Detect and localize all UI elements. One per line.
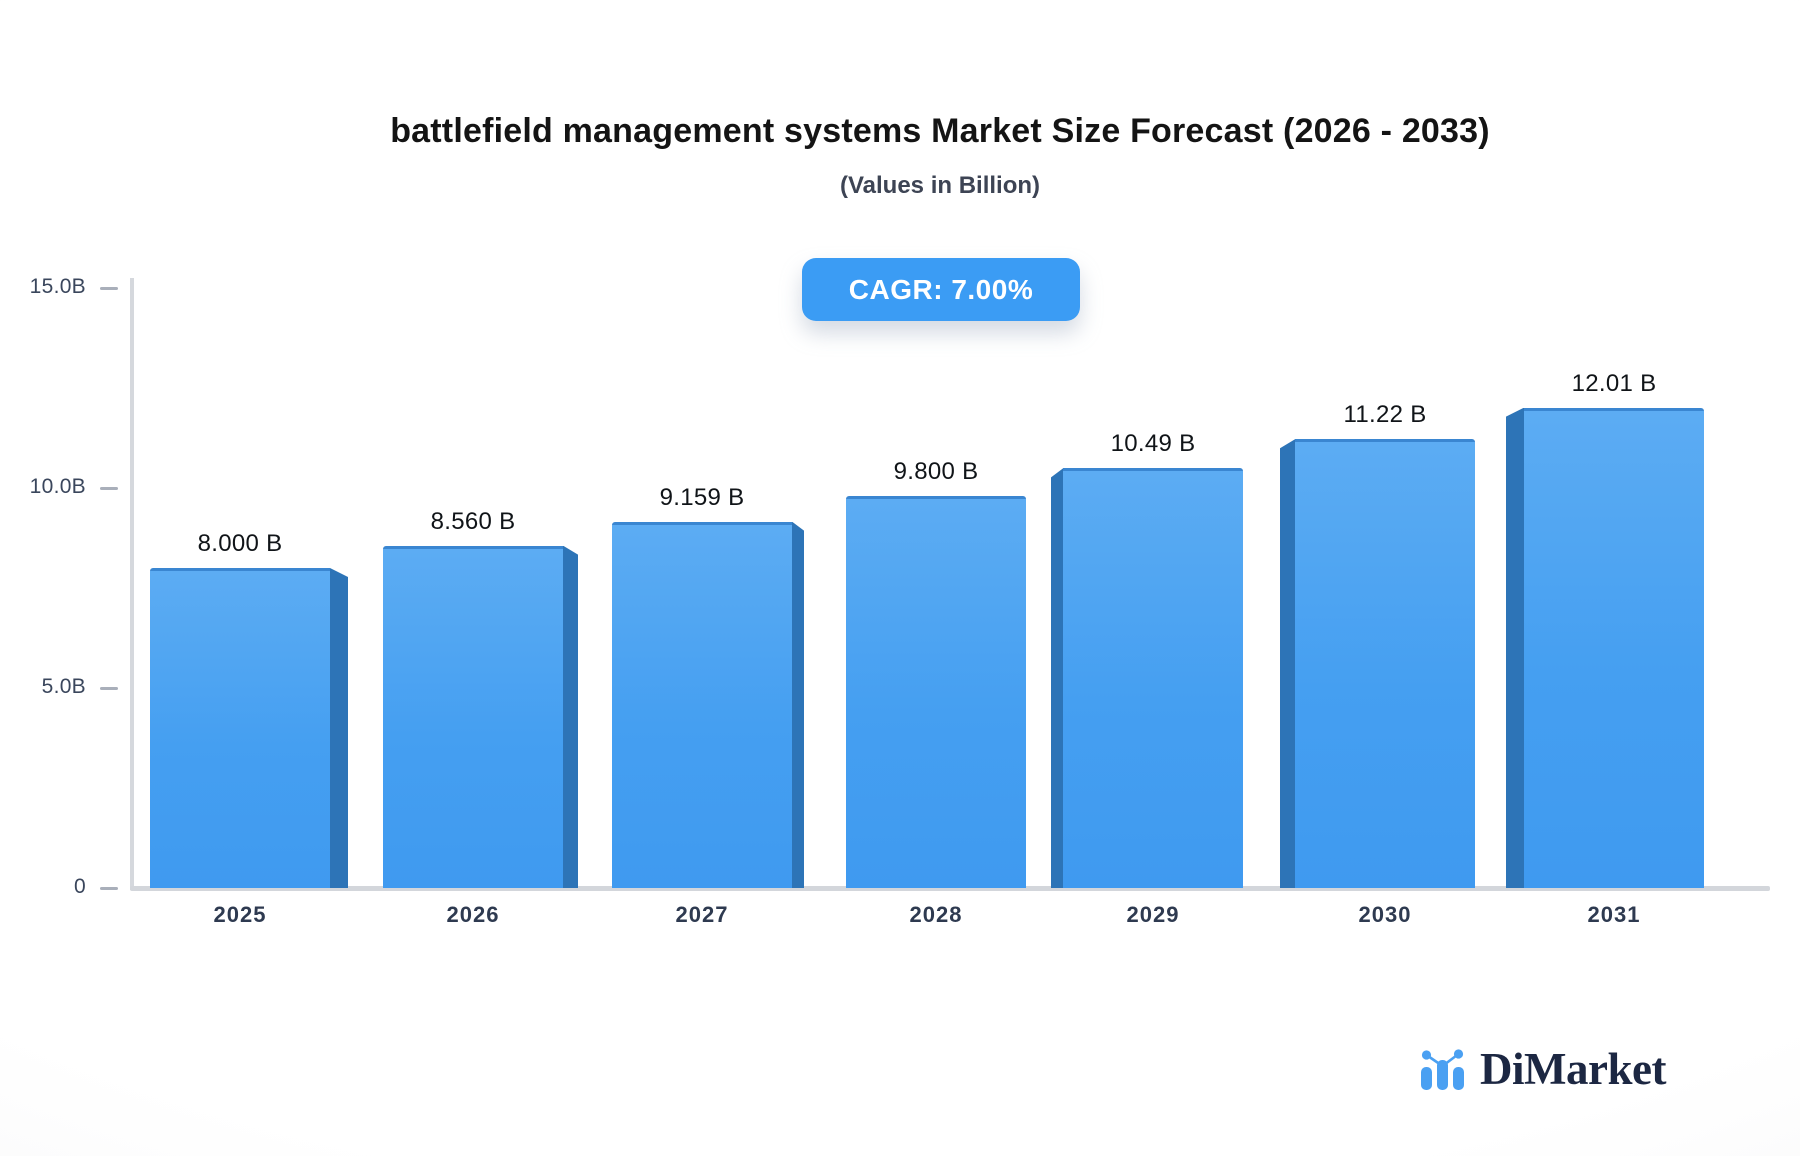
page-title: battlefield management systems Market Si… <box>390 112 1490 150</box>
bar-value-label: 8.560 B <box>430 507 516 535</box>
bar-value-label: 9.159 B <box>659 483 745 511</box>
dimarket-logo: DiMarket <box>1418 1038 1666 1094</box>
bar-value-label: 9.800 B <box>893 458 979 485</box>
mini-bar-chart-icon <box>1421 1049 1464 1090</box>
bar <box>846 496 1026 888</box>
y-axis-tick-mark <box>100 287 118 290</box>
y-axis-tick-mark <box>100 687 118 690</box>
x-axis-label: 2027 <box>675 902 729 927</box>
y-axis-tick-label: 0 <box>74 875 86 898</box>
bar-value-label: 10.49 B <box>1110 430 1196 458</box>
y-axis-line <box>130 278 134 890</box>
x-axis-label: 2029 <box>1126 902 1180 927</box>
bar <box>383 545 563 888</box>
bar-value-label: 8.000 B <box>197 530 283 557</box>
x-axis-label: 2028 <box>909 902 963 927</box>
bar <box>1295 439 1475 888</box>
bar <box>612 521 792 888</box>
bar-side-face <box>1051 468 1063 888</box>
x-axis-label: 2031 <box>1587 902 1641 927</box>
cagr-badge: CAGR: 7.00% <box>802 258 1080 321</box>
x-axis-label: 2025 <box>213 902 267 927</box>
x-axis-line <box>130 886 1770 891</box>
x-axis-label: 2026 <box>446 902 500 927</box>
bar <box>150 568 330 888</box>
logo-text: DiMarket <box>1480 1044 1666 1094</box>
y-axis-tick-mark <box>100 887 118 890</box>
page-subtitle: (Values in Billion) <box>839 172 1041 199</box>
y-axis-tick-label: 15.0B <box>29 275 86 298</box>
bar-value-label: 11.22 B <box>1343 401 1427 429</box>
bar-side-face <box>1506 407 1524 888</box>
bar-side-face <box>792 521 804 888</box>
x-axis-label: 2030 <box>1358 902 1412 927</box>
y-axis-tick-mark <box>100 487 118 490</box>
bar-side-face <box>563 545 578 888</box>
bar-side-face <box>330 568 348 888</box>
y-axis-tick-label: 10.0B <box>29 475 86 498</box>
bar-value-label: 12.01 B <box>1571 369 1657 397</box>
bar <box>1524 407 1704 888</box>
bar <box>1063 468 1243 888</box>
y-axis-tick-label: 5.0B <box>41 675 86 698</box>
bar-side-face <box>1280 439 1295 888</box>
